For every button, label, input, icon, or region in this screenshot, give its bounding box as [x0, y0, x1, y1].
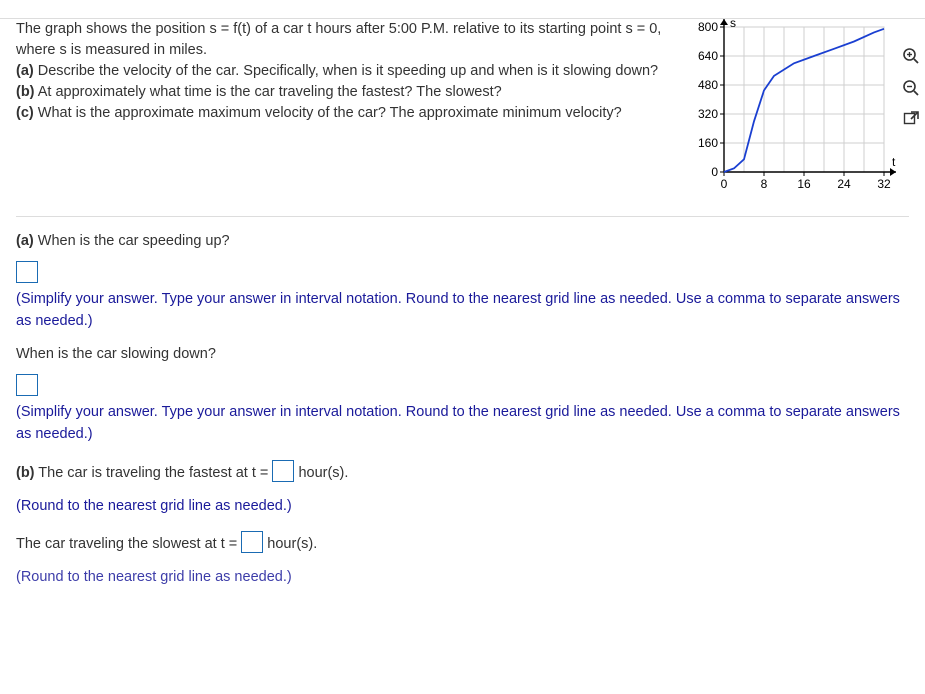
svg-text:320: 320 — [698, 107, 718, 121]
text-a: Describe the velocity of the car. Specif… — [34, 63, 658, 79]
slowest-pre: The car traveling the slowest at t = — [16, 536, 241, 552]
svg-text:t: t — [892, 155, 896, 169]
q-slowing-down: When is the car slowing down? — [16, 344, 909, 366]
input-fastest[interactable] — [272, 460, 294, 482]
instr-simplify-1: (Simplify your answer. Type your answer … — [16, 289, 909, 333]
input-speeding-up[interactable] — [16, 261, 38, 283]
svg-text:0: 0 — [711, 165, 718, 179]
part-b-label: (b) — [16, 464, 35, 480]
instr-round-2: (Round to the nearest grid line as neede… — [16, 567, 909, 589]
position-chart: 081624320160320480640800st — [684, 19, 909, 204]
slowest-post: hour(s). — [263, 536, 317, 552]
label-b: (b) — [16, 84, 35, 100]
svg-text:0: 0 — [721, 177, 728, 191]
text-c: What is the approximate maximum velocity… — [34, 105, 622, 121]
expand-icon[interactable] — [901, 110, 921, 130]
label-c: (c) — [16, 105, 34, 121]
fastest-post: hour(s). — [294, 464, 348, 480]
input-slowest[interactable] — [241, 531, 263, 553]
instr-simplify-2: (Simplify your answer. Type your answer … — [16, 402, 909, 446]
problem-intro: The graph shows the position s = f(t) of… — [16, 19, 664, 124]
part-a-label: (a) — [16, 233, 34, 249]
label-a: (a) — [16, 63, 34, 79]
svg-text:640: 640 — [698, 49, 718, 63]
svg-text:16: 16 — [797, 177, 811, 191]
text-b: At approximately what time is the car tr… — [35, 84, 502, 100]
zoom-out-icon[interactable] — [901, 78, 921, 98]
fastest-pre: The car is traveling the fastest at t = — [38, 464, 272, 480]
intro-line1: The graph shows the position s = f(t) of… — [16, 21, 661, 58]
svg-text:s: s — [730, 19, 736, 30]
svg-text:24: 24 — [837, 177, 851, 191]
zoom-in-icon[interactable] — [901, 46, 921, 66]
svg-text:8: 8 — [761, 177, 768, 191]
input-slowing-down[interactable] — [16, 374, 38, 396]
q-speeding-up: When is the car speeding up? — [38, 233, 230, 249]
svg-text:32: 32 — [877, 177, 891, 191]
svg-text:480: 480 — [698, 78, 718, 92]
svg-text:160: 160 — [698, 136, 718, 150]
svg-text:800: 800 — [698, 20, 718, 34]
instr-round-1: (Round to the nearest grid line as neede… — [16, 496, 909, 518]
